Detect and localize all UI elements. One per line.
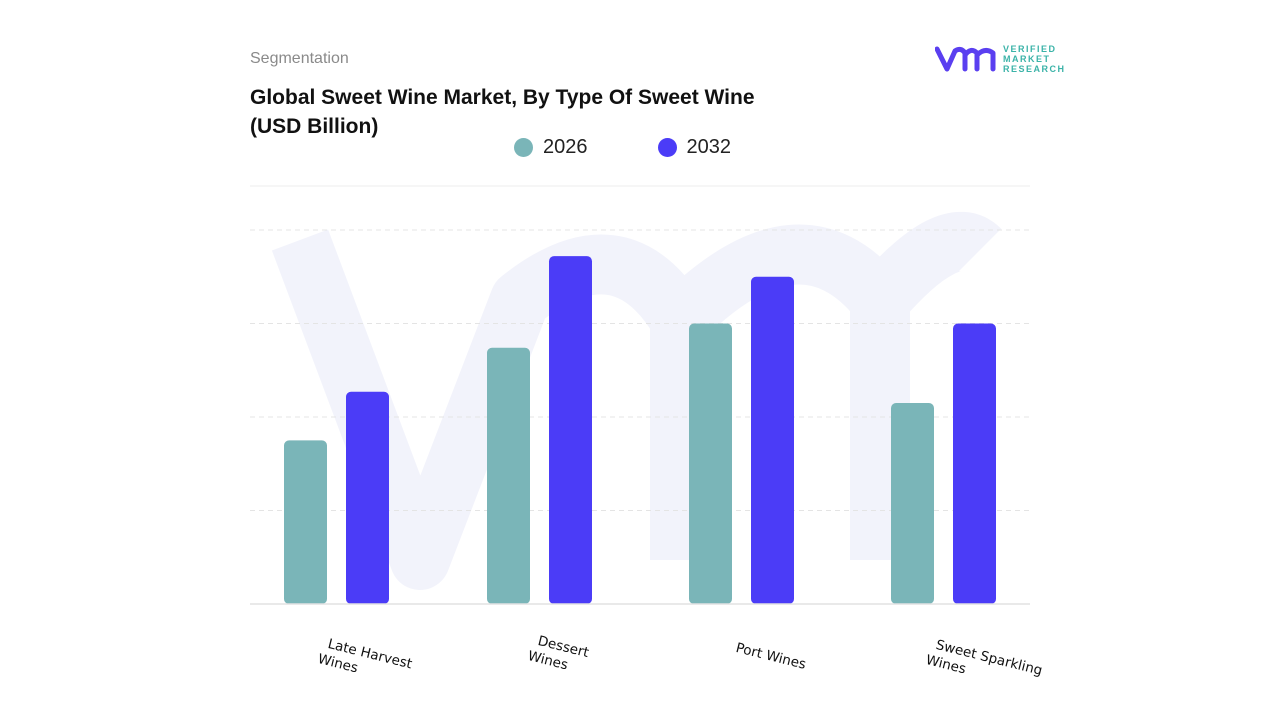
bar-2026-3 <box>891 402 934 604</box>
legend: 2026 2032 <box>514 136 731 159</box>
legend-label: 2032 <box>686 136 732 158</box>
logo: VERIFIED MARKET RESEARCH <box>935 44 1066 74</box>
bar-2032-1 <box>549 256 592 604</box>
bar-2032-2 <box>751 276 794 604</box>
bar-2032-0 <box>346 391 389 604</box>
logo-text: VERIFIED MARKET RESEARCH <box>1003 44 1066 74</box>
bar-2026-1 <box>487 347 530 604</box>
legend-label: 2026 <box>543 136 588 158</box>
chart-title: Global Sweet Wine Market, By Type Of Swe… <box>250 86 755 138</box>
bar-2026-2 <box>689 323 732 604</box>
segment-label: Segmentation <box>250 50 349 67</box>
legend-swatch <box>514 138 533 157</box>
watermark <box>271 211 1002 590</box>
vmr-logo-icon <box>935 46 996 72</box>
legend-item-2032: 2032 <box>657 136 732 159</box>
bar-2026-0 <box>284 440 327 604</box>
bar-2032-3 <box>953 323 996 604</box>
legend-item-2026: 2026 <box>514 136 588 159</box>
legend-swatch <box>657 138 677 157</box>
